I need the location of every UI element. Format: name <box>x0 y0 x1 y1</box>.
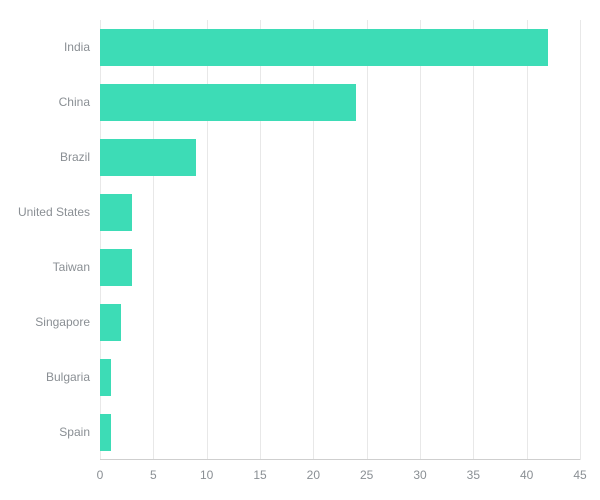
y-tick-label: Singapore <box>0 295 90 350</box>
bar <box>100 304 121 341</box>
x-axis-line <box>100 459 580 460</box>
bar <box>100 29 548 66</box>
x-tick-label: 45 <box>573 468 586 482</box>
bar <box>100 84 356 121</box>
x-tick-label: 40 <box>520 468 533 482</box>
y-tick-label: Spain <box>0 405 90 460</box>
x-tick-label: 0 <box>97 468 104 482</box>
y-tick-label: Bulgaria <box>0 350 90 405</box>
y-tick-label: United States <box>0 185 90 240</box>
x-tick-label: 20 <box>307 468 320 482</box>
x-tick-label: 5 <box>150 468 157 482</box>
bar-row <box>100 29 580 66</box>
plot-area <box>100 20 580 460</box>
bar-row <box>100 414 580 451</box>
y-tick-label: China <box>0 75 90 130</box>
bar-row <box>100 359 580 396</box>
bar <box>100 194 132 231</box>
x-tick-label: 10 <box>200 468 213 482</box>
bar <box>100 139 196 176</box>
y-tick-label: Brazil <box>0 130 90 185</box>
gridline <box>580 20 581 460</box>
x-tick-label: 25 <box>360 468 373 482</box>
bar-row <box>100 139 580 176</box>
bar <box>100 359 111 396</box>
bar <box>100 414 111 451</box>
bar-row <box>100 194 580 231</box>
bar-row <box>100 249 580 286</box>
x-tick-label: 30 <box>413 468 426 482</box>
y-tick-label: Taiwan <box>0 240 90 295</box>
y-tick-label: India <box>0 20 90 75</box>
bar-row <box>100 304 580 341</box>
x-tick-label: 35 <box>467 468 480 482</box>
bar-row <box>100 84 580 121</box>
bar <box>100 249 132 286</box>
country-bar-chart: IndiaChinaBrazilUnited StatesTaiwanSinga… <box>0 0 600 500</box>
x-tick-label: 15 <box>253 468 266 482</box>
